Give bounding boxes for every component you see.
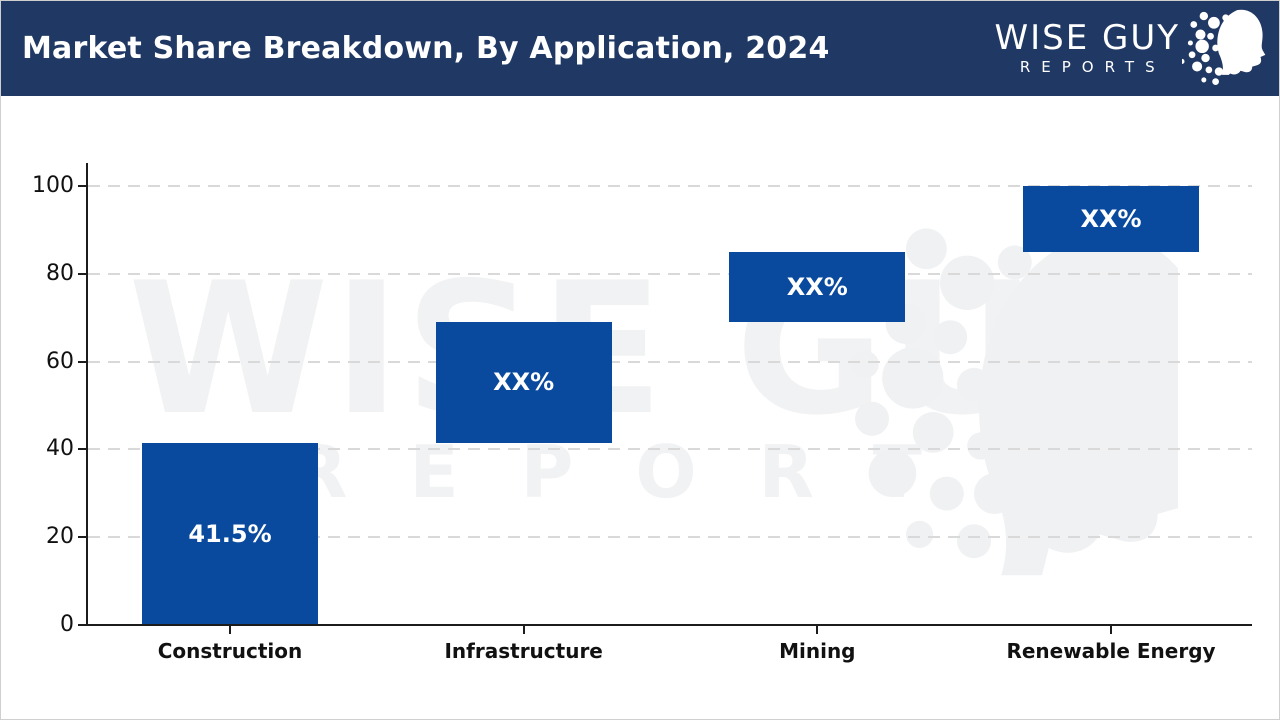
x-axis-label: Construction bbox=[157, 639, 303, 663]
wise-guy-logo: WISE GUY REPORTS bbox=[994, 6, 1266, 90]
bar-value-label: XX% bbox=[1080, 204, 1142, 233]
bar-mining: XX% bbox=[729, 251, 906, 323]
logo-text: WISE GUY REPORTS bbox=[994, 20, 1180, 76]
y-tick-label: 100 bbox=[32, 173, 74, 198]
x-axis-spine bbox=[86, 624, 1252, 626]
gridline bbox=[88, 360, 1252, 363]
bar-renewable-energy: XX% bbox=[1023, 186, 1199, 252]
gridline bbox=[88, 272, 1252, 275]
x-tick-mark bbox=[522, 626, 525, 634]
y-tick-mark bbox=[78, 360, 86, 363]
y-tick-mark bbox=[78, 624, 86, 626]
y-tick-label: 40 bbox=[46, 436, 74, 462]
y-tick-label: 60 bbox=[46, 348, 74, 374]
y-tick-mark bbox=[78, 185, 86, 187]
bar-infrastructure: XX% bbox=[435, 322, 612, 443]
header-bar: Market Share Breakdown, By Application, … bbox=[0, 0, 1280, 96]
y-axis-spine bbox=[86, 163, 88, 626]
x-tick-mark bbox=[816, 626, 819, 634]
y-tick-label: 0 bbox=[60, 612, 74, 637]
logo-subtitle: REPORTS bbox=[1019, 58, 1166, 76]
y-tick-mark bbox=[78, 272, 86, 275]
gridline bbox=[88, 185, 1252, 187]
x-tick-mark bbox=[229, 626, 231, 634]
x-axis-label: Renewable Energy bbox=[1006, 639, 1216, 663]
y-tick-label: 20 bbox=[46, 524, 74, 550]
y-tick-label: 80 bbox=[46, 260, 74, 286]
x-axis-label: Infrastructure bbox=[444, 639, 603, 663]
watermark-subtitle: REPORTS bbox=[292, 430, 1098, 514]
bar-construction: 41.5% bbox=[142, 442, 318, 625]
bar-value-label: 41.5% bbox=[188, 519, 272, 548]
bar-value-label: XX% bbox=[786, 272, 848, 301]
watermark-wordmark: WISE GUY bbox=[128, 243, 1177, 455]
bar-value-label: XX% bbox=[493, 368, 555, 397]
gridline bbox=[88, 448, 1252, 451]
logo-wordmark: WISE GUY bbox=[994, 18, 1180, 58]
y-tick-mark bbox=[78, 536, 86, 539]
chart-title: Market Share Breakdown, By Application, … bbox=[22, 30, 830, 66]
x-tick-mark bbox=[1110, 626, 1112, 634]
x-axis-label: Mining bbox=[779, 639, 856, 663]
logo-head-icon bbox=[1182, 9, 1266, 85]
y-tick-mark bbox=[78, 448, 86, 451]
gridline bbox=[88, 536, 1252, 539]
